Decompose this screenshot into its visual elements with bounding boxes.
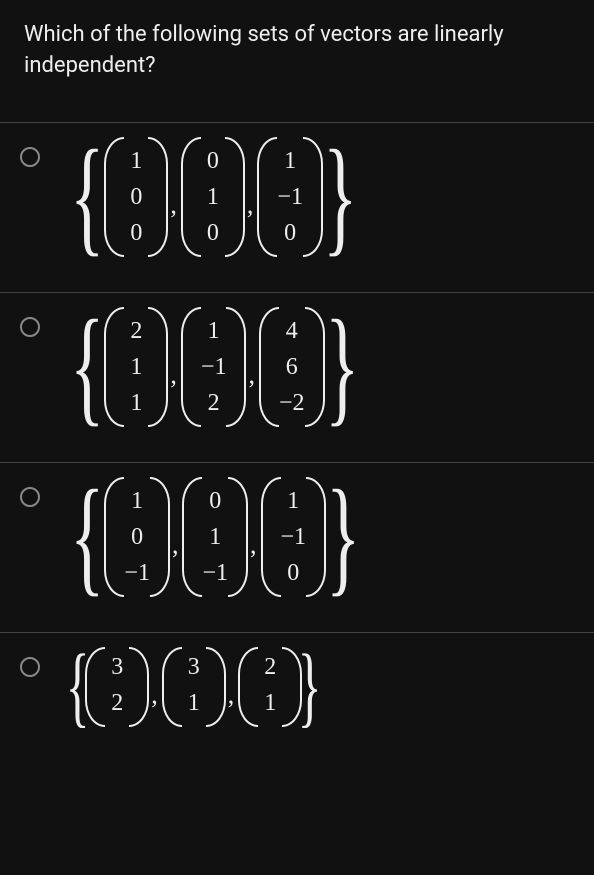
left-brace: { xyxy=(70,148,104,246)
vector-entry: 1 xyxy=(208,319,220,343)
separator-comma: , xyxy=(170,190,177,220)
vector-entry: −1 xyxy=(202,561,228,585)
vector-entry: 6 xyxy=(286,355,298,379)
right-brace: } xyxy=(325,318,359,416)
vector-entry: 1 xyxy=(131,489,143,513)
vector-entry: 1 xyxy=(130,391,142,415)
radio-button[interactable] xyxy=(20,487,40,507)
vector-entry: 1 xyxy=(264,691,276,715)
options-list: {1 0 0, 0 1 0, 1 −1 0} {2 1 1, 1 −1 2, 4 6 −2} {1 0 −1, 0 1 −1,… xyxy=(0,122,594,727)
vector-entry: −1 xyxy=(281,525,307,549)
vector-entry: 0 xyxy=(209,489,221,513)
separator-comma: , xyxy=(247,190,254,220)
separator-comma: , xyxy=(228,680,235,710)
right-brace: } xyxy=(326,488,360,586)
vector-entry: 1 xyxy=(130,355,142,379)
vector-entry: 1 xyxy=(130,149,142,173)
vector-entry: 3 xyxy=(188,655,200,679)
vector-set: {1 0 −1, 0 1 −1, 1 −1 0} xyxy=(70,477,360,597)
vector-entry: 2 xyxy=(130,319,142,343)
vector-set: {2 1 1, 1 −1 2, 4 6 −2} xyxy=(70,307,359,427)
vector-entry: 1 xyxy=(207,185,219,209)
vector-set: {1 0 0, 0 1 0, 1 −1 0} xyxy=(70,137,357,257)
right-brace: } xyxy=(323,148,357,246)
radio-button[interactable] xyxy=(20,147,40,167)
vector-entry: −1 xyxy=(277,185,303,209)
separator-comma: , xyxy=(250,530,257,560)
vector-entry: 1 xyxy=(209,525,221,549)
right-brace: } xyxy=(298,653,322,721)
option-row[interactable]: {1 0 0, 0 1 0, 1 −1 0} xyxy=(0,122,594,292)
vector-entry: 0 xyxy=(207,149,219,173)
vector-set: {32,31,21} xyxy=(70,647,317,727)
vector-entry: −2 xyxy=(279,391,305,415)
vector-entry: 2 xyxy=(111,691,123,715)
vector-entry: 0 xyxy=(131,525,143,549)
vector-entry: 4 xyxy=(286,319,298,343)
option-row[interactable]: {1 0 −1, 0 1 −1, 1 −1 0} xyxy=(0,462,594,632)
vector-entry: 0 xyxy=(287,561,299,585)
left-brace: { xyxy=(70,488,104,586)
vector-entry: 1 xyxy=(188,691,200,715)
separator-comma: , xyxy=(172,530,179,560)
separator-comma: , xyxy=(170,360,177,390)
separator-comma: , xyxy=(151,680,158,710)
question-text: Which of the following sets of vectors a… xyxy=(0,0,594,122)
vector-entry: 1 xyxy=(284,149,296,173)
vector-entry: 1 xyxy=(287,489,299,513)
vector-entry: 0 xyxy=(207,221,219,245)
vector-entry: 2 xyxy=(208,391,220,415)
vector-entry: 2 xyxy=(264,655,276,679)
option-row[interactable]: {32,31,21} xyxy=(0,632,594,727)
vector-entry: 0 xyxy=(130,221,142,245)
vector-entry: 3 xyxy=(111,655,123,679)
separator-comma: , xyxy=(248,360,255,390)
radio-button[interactable] xyxy=(20,657,40,677)
vector-entry: 0 xyxy=(284,221,296,245)
vector-entry: 0 xyxy=(130,185,142,209)
radio-button[interactable] xyxy=(20,317,40,337)
vector-entry: −1 xyxy=(201,355,227,379)
option-row[interactable]: {2 1 1, 1 −1 2, 4 6 −2} xyxy=(0,292,594,462)
left-brace: { xyxy=(70,318,104,416)
vector-entry: −1 xyxy=(124,561,150,585)
